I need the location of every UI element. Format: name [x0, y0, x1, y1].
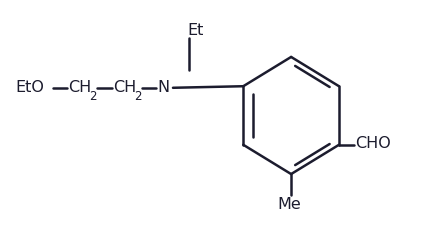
Text: Me: Me — [278, 197, 301, 212]
Text: Et: Et — [187, 23, 204, 37]
Text: 2: 2 — [89, 90, 97, 103]
Text: CH: CH — [113, 80, 136, 95]
Text: CHO: CHO — [355, 136, 391, 151]
Text: CH: CH — [68, 80, 91, 95]
Text: EtO: EtO — [15, 80, 44, 95]
Text: 2: 2 — [134, 90, 142, 103]
Text: N: N — [157, 80, 170, 95]
